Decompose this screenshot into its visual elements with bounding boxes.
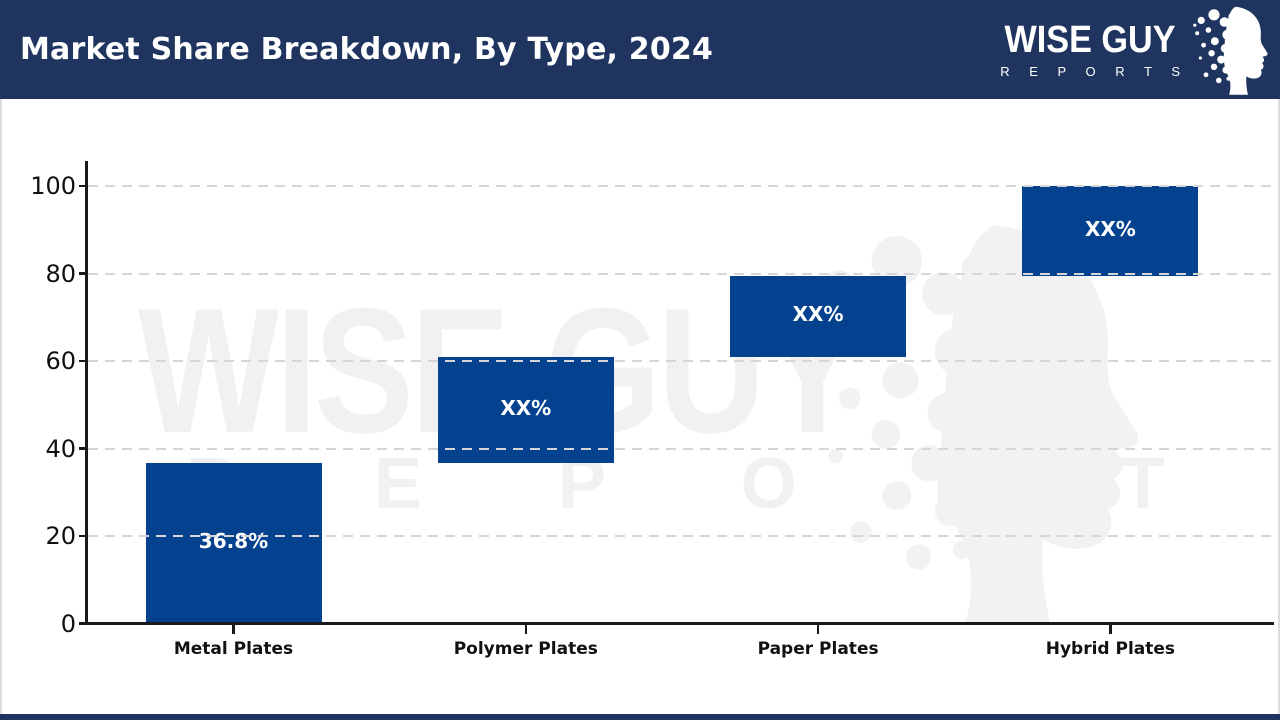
brand-subtitle: R E P O R T S [1000, 63, 1188, 79]
bar-polymer-plates [437, 356, 614, 463]
page-border-right [1278, 99, 1280, 714]
y-axis-tick-40 [79, 447, 88, 450]
gridline-80 [88, 272, 1273, 275]
page-border-left [0, 99, 2, 714]
x-axis-line [85, 622, 1274, 625]
y-tick-label-100: 100 [30, 172, 76, 200]
x-tick-label-polymer-plates: Polymer Plates [453, 639, 598, 659]
watermark-dotted-face-icon [803, 225, 1139, 622]
brand-name: WISE GUY [1004, 18, 1176, 61]
brand-dotted-face-icon [1193, 6, 1268, 95]
header-bar: Market Share Breakdown, By Type, 2024 WI… [0, 0, 1280, 99]
x-tick-label-hybrid-plates: Hybrid Plates [1045, 639, 1176, 659]
brand-logo-text: WISE GUY R E P O R T S [992, 21, 1188, 79]
x-axis-tick-paper-plates [816, 624, 820, 634]
x-tick-label-paper-plates: Paper Plates [757, 639, 879, 659]
bar-metal-plates [145, 462, 322, 624]
brand-logo: WISE GUY R E P O R T S [992, 0, 1270, 99]
x-axis-tick-polymer-plates [524, 624, 528, 634]
y-axis-tick-20 [79, 534, 88, 538]
x-axis-tick-hybrid-plates [1109, 624, 1112, 634]
y-tick-label-40: 40 [45, 434, 76, 463]
x-axis-tick-metal-plates [232, 624, 235, 634]
bar-value-label-paper-plates: XX% [792, 302, 844, 327]
gridline-60 [88, 360, 1273, 362]
y-tick-label-60: 60 [45, 347, 76, 375]
bar-value-label-metal-plates: 36.8% [198, 529, 269, 553]
y-axis-tick-60 [79, 359, 88, 363]
bar-value-label-polymer-plates: XX% [500, 395, 552, 420]
y-tick-label-80: 80 [45, 259, 76, 288]
page-title: Market Share Breakdown, By Type, 2024 [20, 32, 714, 67]
y-axis-tick-100 [79, 184, 88, 188]
gridline-40 [88, 447, 1273, 450]
y-tick-label-20: 20 [45, 522, 76, 550]
footer-bar [0, 714, 1280, 720]
y-tick-label-0: 0 [60, 609, 76, 638]
bar-paper-plates [730, 275, 907, 357]
y-axis-tick-0 [79, 622, 88, 625]
gridline-20 [88, 535, 1273, 537]
x-tick-label-metal-plates: Metal Plates [173, 639, 294, 659]
gridline-100 [88, 185, 1273, 187]
y-axis-tick-80 [79, 272, 88, 275]
y-axis-line [85, 161, 88, 625]
bar-hybrid-plates [1022, 186, 1199, 276]
bar-value-label-hybrid-plates: XX% [1084, 216, 1136, 241]
